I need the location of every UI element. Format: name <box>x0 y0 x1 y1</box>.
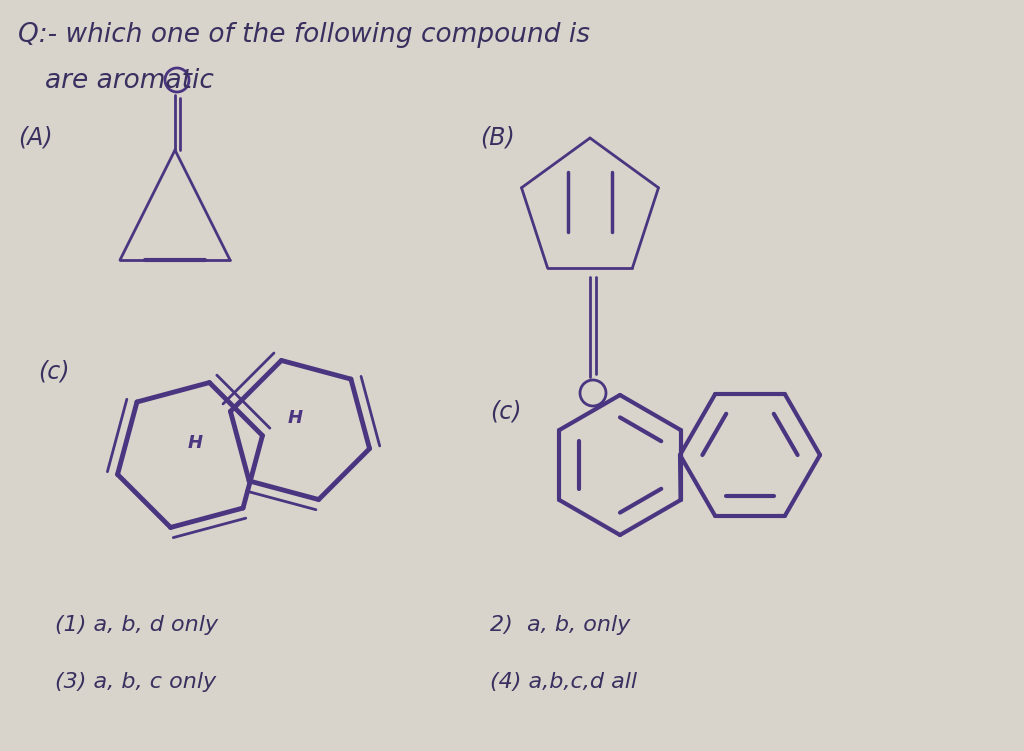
Text: Q:- which one of the following compound is: Q:- which one of the following compound … <box>18 22 590 48</box>
Text: (A): (A) <box>18 125 52 149</box>
Text: (1) a, b, d only: (1) a, b, d only <box>55 615 218 635</box>
Text: (c): (c) <box>38 360 70 384</box>
Text: (3) a, b, c only: (3) a, b, c only <box>55 672 216 692</box>
Text: 2)  a, b, only: 2) a, b, only <box>490 615 630 635</box>
Text: are aromatic: are aromatic <box>45 68 214 94</box>
Text: (4) a,b,c,d all: (4) a,b,c,d all <box>490 672 637 692</box>
Text: (B): (B) <box>480 125 515 149</box>
Text: H: H <box>288 409 302 427</box>
Text: H: H <box>187 434 203 452</box>
Text: (c): (c) <box>490 400 521 424</box>
